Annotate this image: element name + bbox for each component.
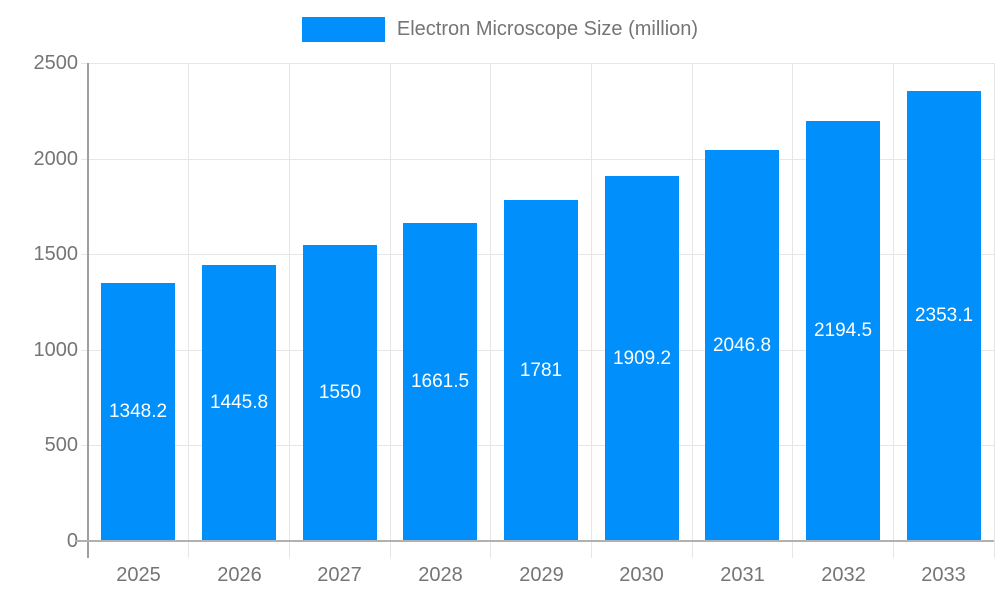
bar[interactable]: 1348.2 — [101, 283, 175, 541]
bar-value-label: 1348.2 — [108, 401, 168, 422]
x-axis-tick-label: 2030 — [619, 564, 664, 586]
bar[interactable]: 1909.2 — [605, 176, 679, 541]
y-gridline — [81, 63, 994, 64]
bar[interactable]: 1550 — [303, 245, 377, 541]
legend: Electron Microscope Size (million) — [0, 17, 1000, 42]
bar[interactable]: 1445.8 — [202, 265, 276, 541]
y-axis-tick-label: 2000 — [33, 148, 79, 170]
x-gridline — [893, 63, 894, 558]
bar-value-label: 1909.2 — [612, 347, 672, 369]
legend-swatch-icon — [301, 17, 385, 42]
x-gridline — [792, 63, 793, 558]
bar-value-label: 2353.1 — [914, 305, 974, 326]
x-gridline — [490, 63, 491, 558]
x-axis-line — [75, 540, 994, 542]
x-axis-tick-label: 2025 — [116, 564, 161, 586]
y-axis-tick-label: 1000 — [33, 339, 79, 361]
legend-item[interactable]: Electron Microscope Size (million) — [301, 17, 699, 42]
bar[interactable]: 2194.5 — [806, 121, 880, 541]
x-axis-tick-label: 2028 — [418, 564, 463, 586]
bar[interactable]: 2046.8 — [705, 150, 779, 541]
bar-value-label: 1550 — [318, 382, 362, 403]
bar[interactable]: 1781 — [504, 200, 578, 541]
bar-value-label: 2046.8 — [712, 334, 772, 356]
x-axis-tick-label: 2026 — [217, 564, 262, 586]
bar-value-label: 1661.5 — [410, 371, 470, 392]
y-axis-line — [87, 63, 89, 558]
y-gridline — [81, 159, 994, 160]
bar-value-label: 1445.8 — [209, 392, 269, 413]
legend-label: Electron Microscope Size (million) — [396, 18, 699, 40]
x-gridline — [289, 63, 290, 558]
x-gridline — [591, 63, 592, 558]
x-axis-tick-label: 2033 — [921, 564, 966, 586]
x-gridline — [390, 63, 391, 558]
x-gridline — [692, 63, 693, 558]
bar[interactable]: 2353.1 — [907, 91, 981, 541]
y-axis-tick-label: 500 — [44, 434, 78, 456]
y-axis-tick-label: 0 — [66, 530, 78, 552]
bar[interactable]: 1661.5 — [403, 223, 477, 541]
x-axis-tick-label: 2031 — [720, 564, 765, 586]
y-axis-tick-label: 2500 — [33, 52, 79, 74]
bar-value-label: 2194.5 — [813, 320, 873, 341]
bar-value-label: 1781 — [519, 359, 563, 381]
x-axis-tick-label: 2032 — [821, 564, 866, 586]
x-axis-tick-label: 2027 — [317, 564, 362, 586]
x-axis-tick-label: 2029 — [519, 564, 564, 586]
x-gridline — [994, 63, 995, 558]
x-gridline — [188, 63, 189, 558]
y-axis-tick-label: 1500 — [33, 243, 79, 265]
